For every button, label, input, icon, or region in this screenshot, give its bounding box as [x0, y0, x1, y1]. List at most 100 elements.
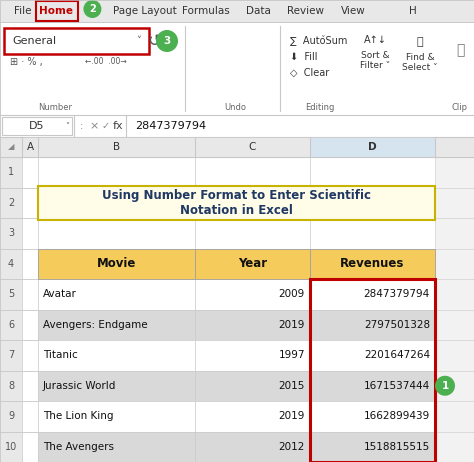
Text: 2009: 2009	[279, 289, 305, 299]
Text: 1997: 1997	[279, 350, 305, 360]
Text: Titanic: Titanic	[43, 350, 78, 360]
Bar	[195, 249, 310, 279]
Bar	[38, 401, 195, 432]
Bar	[2, 117, 72, 135]
Text: 9: 9	[8, 411, 14, 421]
Circle shape	[156, 30, 178, 52]
Bar	[0, 188, 22, 218]
Text: 1: 1	[441, 381, 448, 391]
Bar	[310, 310, 435, 340]
Bar	[38, 432, 195, 462]
Text: Avatar: Avatar	[43, 289, 77, 299]
Text: File: File	[14, 6, 31, 16]
Text: B: B	[113, 142, 120, 152]
Text: ←.00  .00→: ←.00 .00→	[85, 57, 127, 67]
Text: 📋: 📋	[456, 43, 464, 57]
Bar	[0, 249, 22, 279]
Bar	[195, 340, 310, 371]
Text: ✓: ✓	[102, 121, 110, 131]
Bar	[310, 249, 435, 279]
Text: :: :	[81, 121, 83, 131]
Bar	[22, 401, 38, 432]
Bar	[0, 218, 22, 249]
Bar	[38, 371, 195, 401]
Text: View: View	[341, 6, 365, 16]
Text: ert: ert	[85, 6, 100, 16]
Text: 3: 3	[164, 36, 171, 46]
Bar	[310, 310, 435, 340]
Bar	[38, 249, 195, 279]
Text: Review: Review	[287, 6, 324, 16]
Bar	[38, 371, 195, 401]
Text: D5: D5	[29, 121, 45, 131]
Text: Using Number Format to Enter Scientific
Notation in Excel: Using Number Format to Enter Scientific …	[102, 189, 371, 217]
Bar	[310, 432, 435, 462]
Text: Year: Year	[238, 257, 267, 270]
Text: ⊞ · % ,: ⊞ · % ,	[10, 57, 46, 67]
Bar	[0, 157, 22, 188]
Text: 10: 10	[5, 442, 17, 452]
Text: Filter ˅: Filter ˅	[360, 61, 390, 69]
Text: 2847379794: 2847379794	[135, 121, 206, 131]
Bar	[195, 137, 310, 157]
Bar	[0, 310, 22, 340]
Text: 2015: 2015	[279, 381, 305, 391]
Text: H: H	[409, 6, 416, 16]
Text: 2012: 2012	[279, 442, 305, 452]
Bar	[38, 279, 195, 310]
Bar	[310, 340, 435, 371]
Bar	[0, 137, 474, 157]
Bar	[38, 137, 195, 157]
Text: 2019: 2019	[279, 411, 305, 421]
Bar	[310, 371, 435, 401]
Text: Jurassic World: Jurassic World	[43, 381, 117, 391]
Bar	[195, 310, 310, 340]
Circle shape	[435, 376, 455, 396]
Text: D: D	[368, 142, 377, 152]
Bar	[38, 186, 435, 220]
Text: ˅: ˅	[295, 36, 326, 44]
Bar	[195, 401, 310, 432]
Text: 2847379794: 2847379794	[364, 289, 430, 299]
Text: 8: 8	[8, 381, 14, 391]
Bar	[310, 137, 435, 157]
Bar	[22, 218, 38, 249]
Bar	[4, 28, 149, 54]
Bar	[310, 432, 435, 462]
Bar	[195, 371, 310, 401]
Text: C: C	[249, 142, 256, 152]
Bar	[38, 249, 195, 279]
Text: Select ˅: Select ˅	[402, 62, 438, 72]
Bar	[0, 432, 22, 462]
Bar	[38, 340, 195, 371]
Text: General: General	[12, 36, 56, 46]
Text: ×: ×	[89, 121, 99, 131]
Bar	[310, 218, 435, 249]
Bar	[195, 310, 310, 340]
Bar	[195, 401, 310, 432]
Bar	[310, 249, 435, 279]
Bar	[195, 279, 310, 310]
Bar	[195, 432, 310, 462]
Text: 1: 1	[8, 167, 14, 177]
Text: Find &: Find &	[406, 53, 434, 61]
Bar	[310, 340, 435, 371]
Bar	[38, 310, 195, 340]
Text: A↑↓: A↑↓	[364, 35, 386, 45]
Bar	[195, 157, 310, 188]
Text: fx: fx	[113, 121, 123, 131]
Bar	[310, 401, 435, 432]
Text: ⬇  Fill: ⬇ Fill	[290, 52, 318, 62]
Text: Formulas: Formulas	[182, 6, 230, 16]
Text: 2201647264: 2201647264	[364, 350, 430, 360]
Bar	[0, 279, 22, 310]
Text: Page Layout: Page Layout	[113, 6, 176, 16]
Bar	[36, 1, 78, 21]
Bar	[0, 22, 474, 115]
Bar	[22, 157, 38, 188]
Text: 1671537444: 1671537444	[364, 381, 430, 391]
Text: ◢: ◢	[8, 142, 14, 152]
Bar	[38, 340, 195, 371]
Text: 2: 2	[89, 4, 96, 14]
Text: 2: 2	[8, 198, 14, 208]
